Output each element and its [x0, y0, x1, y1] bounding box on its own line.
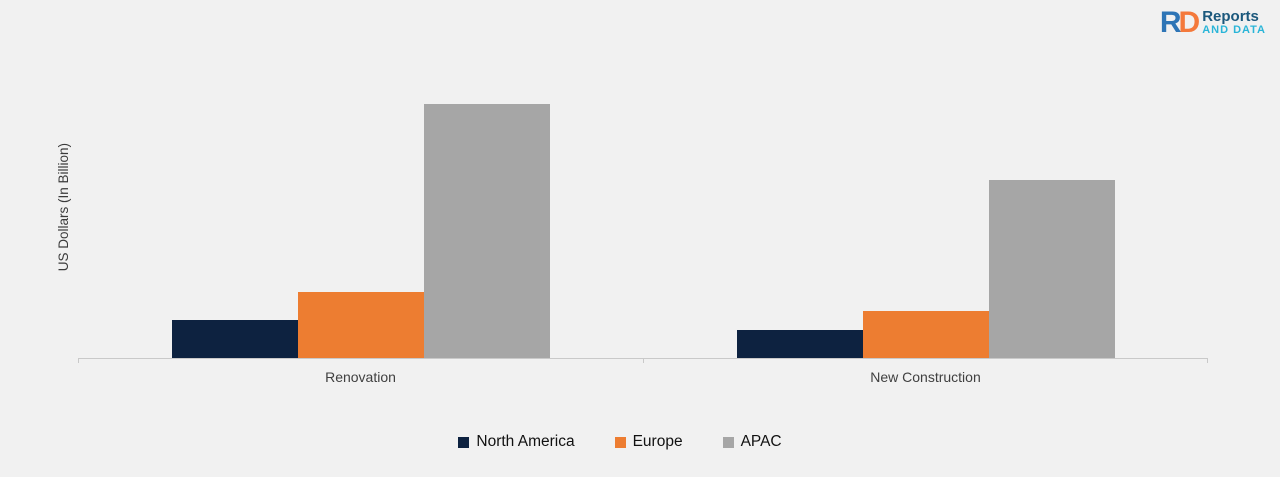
legend: North America Europe APAC — [0, 433, 1260, 451]
legend-swatch-icon — [614, 436, 626, 448]
legend-label: Europe — [632, 433, 683, 450]
logo-text: Reports AND DATA — [1202, 9, 1266, 36]
category-label-renovation: Renovation — [325, 369, 396, 385]
bar-europe — [297, 292, 424, 358]
reports-and-data-logo: RD Reports AND DATA — [1160, 8, 1266, 38]
bar-apac — [423, 104, 550, 358]
legend-swatch-icon — [722, 436, 734, 448]
axis-tick — [643, 359, 644, 363]
y-axis-label: US Dollars (In Billion) — [56, 143, 71, 272]
legend-item-north-america: North America — [458, 433, 575, 451]
bar-group-renovation — [78, 68, 643, 358]
legend-item-europe: Europe — [614, 433, 683, 451]
legend-label: North America — [476, 433, 575, 450]
bar-north-america — [736, 330, 863, 358]
logo-text-main: Reports — [1202, 8, 1259, 26]
legend-item-apac: APAC — [722, 433, 782, 451]
bar-apac — [988, 180, 1115, 358]
bar-group-new-construction — [643, 68, 1208, 358]
axis-tick — [1207, 359, 1208, 363]
category-labels: Renovation New Construction — [78, 369, 1208, 385]
bar-europe — [862, 311, 989, 358]
x-axis-line — [78, 358, 1208, 363]
axis-tick — [78, 359, 79, 363]
legend-swatch-icon — [458, 436, 470, 448]
legend-label: APAC — [740, 433, 782, 450]
logo-rd-icon: RD — [1159, 6, 1200, 39]
plot-area — [78, 68, 1208, 358]
logo-text-sub: AND DATA — [1202, 24, 1266, 37]
category-label-new-construction: New Construction — [870, 369, 981, 385]
bar-north-america — [171, 320, 298, 358]
